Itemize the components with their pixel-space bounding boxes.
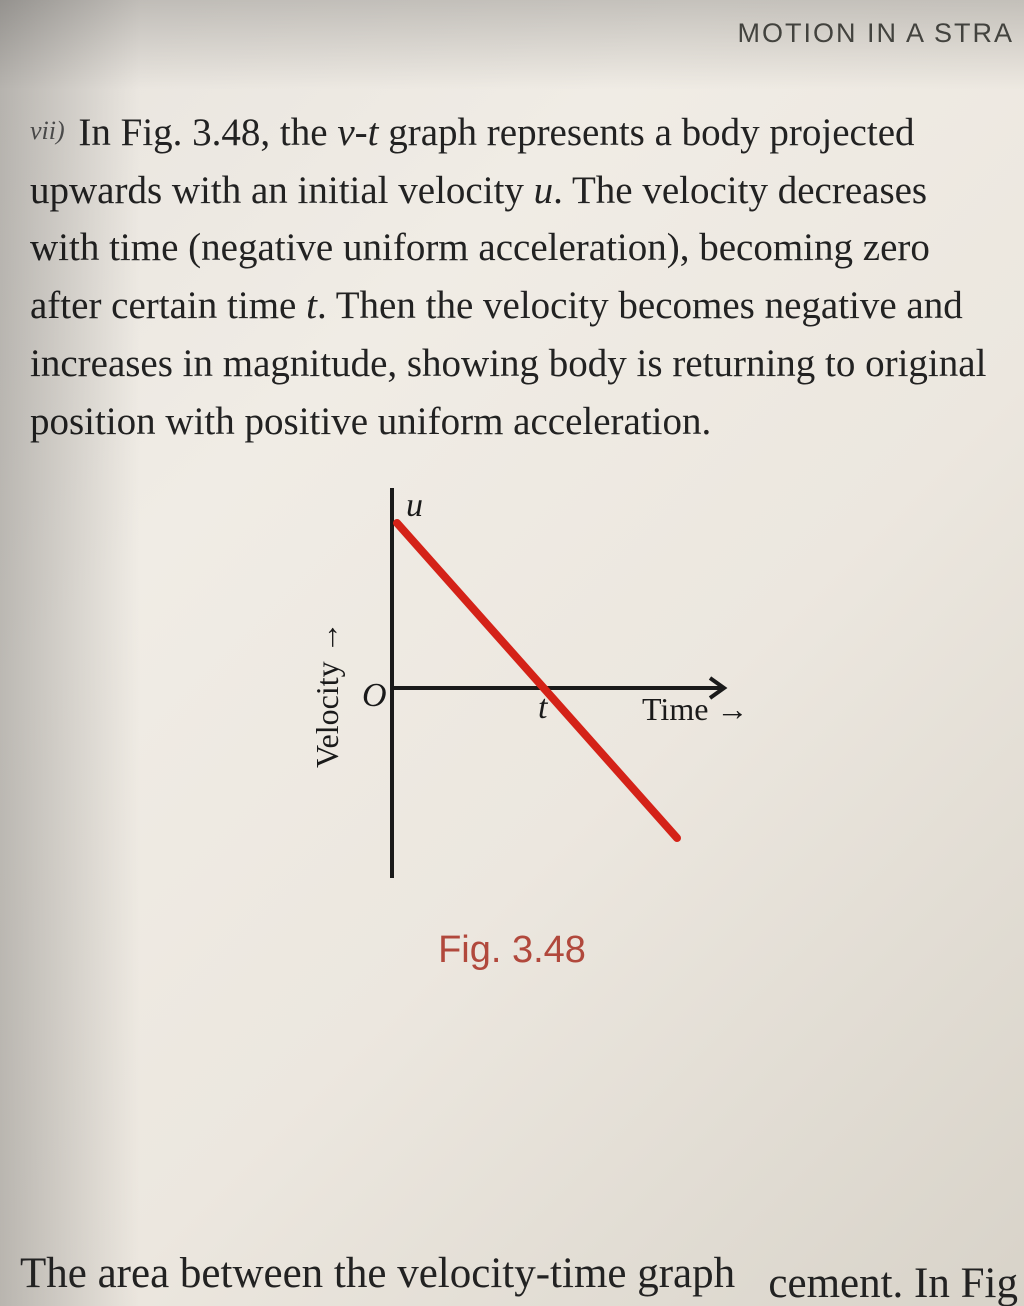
vt-graph-figure: u O t Time → Velocity → (222, 468, 802, 903)
u-symbol-1: u (534, 169, 554, 212)
vt-graph-svg: u O t Time → Velocity → (222, 468, 802, 898)
textbook-page: MOTION IN A STRA vii) In Fig. 3.48, the … (0, 0, 1024, 1306)
t-symbol: t (306, 284, 317, 327)
u-label: u (406, 487, 423, 524)
figure-container: u O t Time → Velocity → Fig. 3.48 (0, 468, 1024, 972)
t-label: t (538, 689, 549, 726)
list-item-number: vii) (30, 116, 65, 145)
para-seg-1: In Fig. 3.48, the (78, 111, 337, 154)
vt-symbol: v-t (337, 111, 378, 154)
footer-sentence-fragment-2: cement. In Fig (768, 1259, 1018, 1306)
origin-label: O (362, 677, 387, 714)
time-axis-label: Time → (642, 691, 748, 727)
paragraph-body: vii) In Fig. 3.48, the v-t graph represe… (0, 104, 1024, 450)
velocity-axis-label: Velocity → (309, 622, 345, 769)
running-header: MOTION IN A STRA (0, 18, 1024, 49)
velocity-line (397, 523, 677, 838)
figure-caption: Fig. 3.48 (0, 929, 1024, 972)
